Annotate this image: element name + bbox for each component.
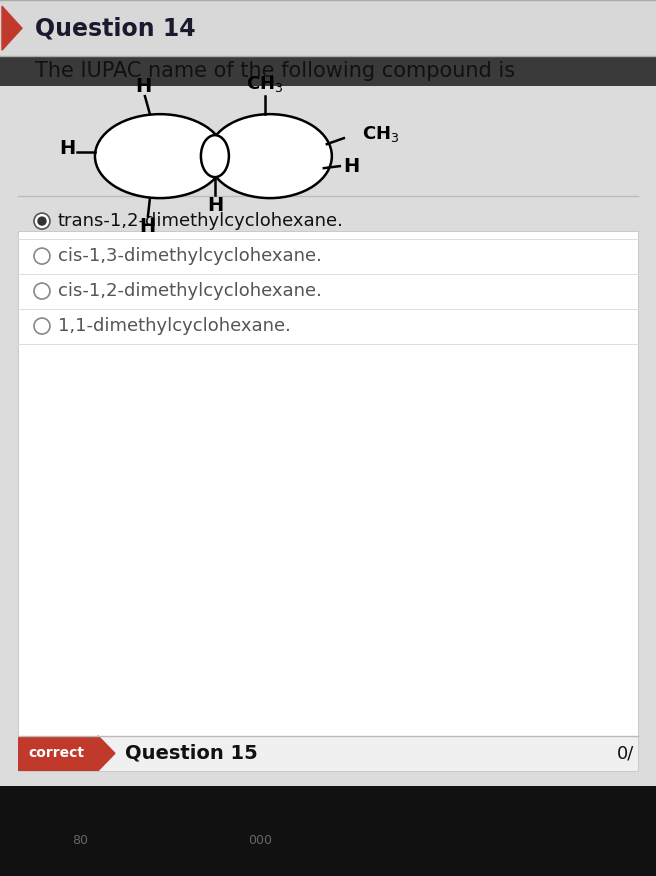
Text: The IUPAC name of the following compound is: The IUPAC name of the following compound…: [35, 61, 515, 81]
Text: 80: 80: [72, 834, 88, 847]
Text: cis-1,2-dimethylcyclohexane.: cis-1,2-dimethylcyclohexane.: [58, 282, 322, 300]
Text: Question 14: Question 14: [35, 16, 195, 40]
Bar: [0, 0, 656, 56]
Text: 000: 000: [248, 834, 272, 847]
Text: H: H: [134, 77, 151, 95]
Text: H: H: [139, 216, 155, 236]
Bar: [18, 736, 638, 771]
Ellipse shape: [95, 114, 225, 198]
Polygon shape: [2, 6, 22, 50]
Bar: [18, 736, 98, 771]
Bar: [18, 231, 638, 771]
Bar: [0, 786, 656, 876]
Text: CH$_3$: CH$_3$: [362, 124, 400, 145]
Text: Question 15: Question 15: [125, 744, 258, 763]
Polygon shape: [98, 736, 115, 771]
Text: 1,1-dimethylcyclohexane.: 1,1-dimethylcyclohexane.: [58, 317, 291, 335]
Circle shape: [38, 217, 46, 225]
Text: H: H: [344, 157, 360, 175]
Bar: [0, 86, 656, 786]
Circle shape: [34, 213, 50, 230]
Circle shape: [34, 318, 50, 334]
Text: trans-1,2-dimethylcyclohexane.: trans-1,2-dimethylcyclohexane.: [58, 212, 344, 230]
Text: cis-1,3-dimethylcyclohexane.: cis-1,3-dimethylcyclohexane.: [58, 247, 322, 265]
Circle shape: [34, 248, 50, 264]
Text: correct: correct: [28, 746, 84, 760]
Text: 0/: 0/: [617, 745, 635, 762]
Ellipse shape: [208, 114, 332, 198]
Text: CH$_3$: CH$_3$: [246, 74, 283, 94]
Text: H: H: [207, 195, 223, 215]
Circle shape: [34, 283, 50, 299]
Text: H: H: [59, 138, 75, 158]
Ellipse shape: [201, 135, 229, 177]
